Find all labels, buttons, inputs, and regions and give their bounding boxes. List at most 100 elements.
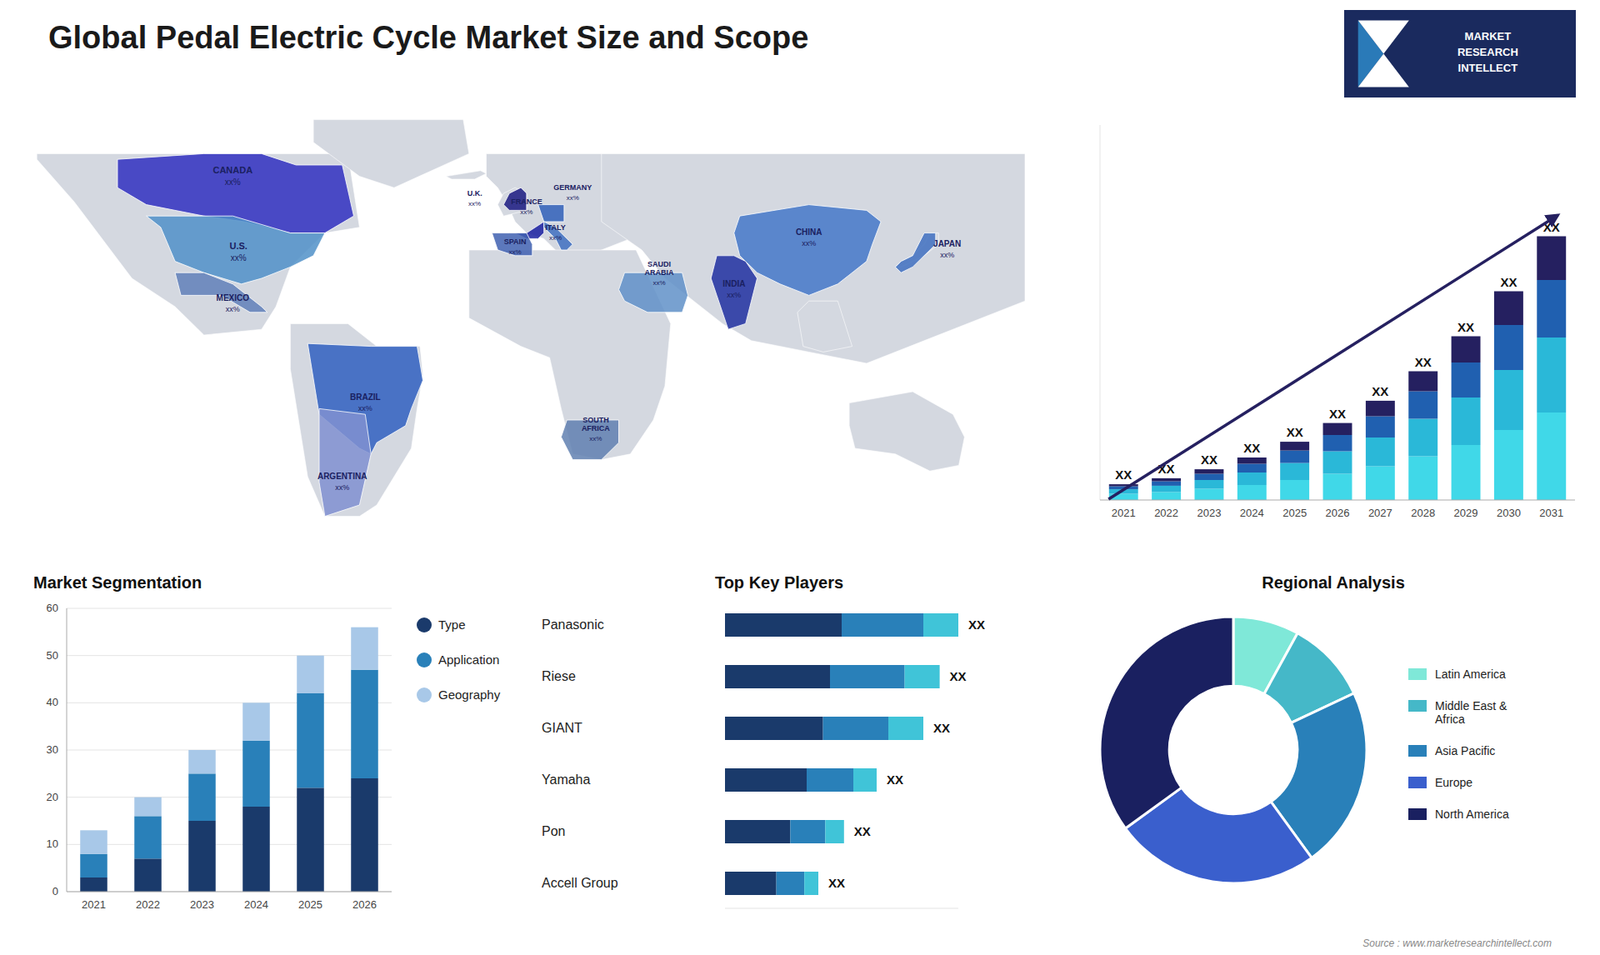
bar-segment: [841, 613, 924, 637]
bar-segment: [1237, 472, 1267, 485]
bar-segment: [1536, 337, 1566, 413]
bar-segment: [823, 716, 889, 740]
bar-segment: [296, 787, 325, 892]
bar-segment: [725, 871, 777, 895]
player-label: Accell Group: [541, 875, 619, 890]
country-label: ARGENTINA: [317, 471, 367, 481]
y-axis-line: [1100, 125, 1101, 500]
bar-total-label: XX: [968, 617, 985, 632]
country-label: INDIA: [722, 279, 745, 289]
grid-line: [66, 750, 392, 751]
legend-swatch: [1408, 700, 1427, 712]
logo-mark: [1358, 54, 1410, 88]
bar-segment: [1323, 474, 1353, 501]
legend-swatch: [1408, 745, 1427, 757]
x-tick-label: 2022: [135, 898, 160, 911]
grid-line: [66, 844, 392, 845]
bar-segment: [725, 716, 824, 740]
bars: [80, 627, 379, 892]
x-tick-label: 2030: [1496, 506, 1521, 520]
country-label: MEXICO: [216, 293, 250, 303]
x-tick-label: 2024: [244, 898, 269, 911]
bar-segment: [725, 665, 830, 689]
bar-segment: [1451, 362, 1481, 398]
bar-segment: [1194, 489, 1224, 501]
bar-segment: [1494, 430, 1524, 500]
country-label: U.K.: [467, 189, 483, 198]
bar-segment: [188, 820, 216, 892]
x-tick-label: 2028: [1410, 506, 1435, 520]
legend-label: Asia Pacific: [1435, 744, 1495, 758]
bar-segment: [1408, 371, 1438, 392]
chart-title: Regional Analysis: [1261, 573, 1405, 592]
country-label: BRAZIL: [350, 392, 381, 402]
player-label: GIANT: [541, 720, 583, 735]
country-shape: [175, 272, 268, 313]
country-label: U.S.: [229, 240, 247, 251]
bars: [1109, 236, 1566, 501]
bar-segment: [1408, 419, 1438, 457]
y-tick-label: 30: [46, 743, 59, 756]
donut-slice: [1100, 616, 1234, 829]
bar-segment: [134, 815, 162, 859]
bar-segment: [242, 806, 270, 892]
country-shape: [538, 205, 565, 222]
bar-total-label: XX: [1500, 275, 1517, 290]
continent: [849, 391, 965, 471]
bar-segment: [806, 768, 854, 792]
legend-swatch: [1408, 668, 1427, 680]
bar-total-label: XX: [854, 824, 871, 839]
country-label: FRANCE: [510, 197, 543, 206]
x-tick-label: 2025: [1282, 506, 1307, 520]
country-value: xx%: [726, 290, 741, 300]
legend-label: Middle East &Africa: [1435, 699, 1508, 726]
bar-segment: [923, 613, 959, 637]
bar-total-label: XX: [950, 669, 967, 684]
continent: [36, 153, 360, 335]
y-tick-label: 50: [46, 649, 59, 662]
bar-segment: [1237, 457, 1267, 465]
bar-segment: [350, 627, 379, 670]
bar-segment: [1365, 400, 1395, 417]
continent: [601, 153, 1025, 364]
country-value: xx%: [358, 404, 373, 413]
bar-segment: [1194, 480, 1224, 490]
x-tick-label: 2021: [1111, 506, 1136, 520]
bar-total-label: XX: [828, 875, 845, 890]
bar-segment: [242, 702, 270, 740]
continent: [290, 323, 423, 516]
bar-segment: [725, 613, 842, 637]
legend-marker: [416, 687, 432, 703]
x-tick-label: 2023: [190, 898, 215, 911]
country-shape: [491, 233, 532, 256]
bar-segment: [1494, 325, 1524, 370]
regional-donut: Regional Analysis Latin America Middle Eas…: [1100, 573, 1510, 884]
logo: MARKETRESEARCHINTELLECT: [1344, 10, 1576, 98]
bar-segment: [1151, 491, 1181, 500]
bar-segment: [80, 854, 108, 878]
bar-total-label: XX: [1329, 406, 1346, 421]
country-shape: [319, 408, 371, 516]
x-tick-label: 2027: [1368, 506, 1393, 520]
country-label: SOUTHAFRICA: [581, 415, 610, 433]
bar-segment: [1408, 456, 1438, 501]
country-shape: [710, 255, 757, 330]
player-label: Panasonic: [541, 617, 605, 632]
bar-total-label: XX: [1286, 425, 1304, 440]
bar-total-label: XX: [1115, 467, 1132, 482]
player-label: Pon: [541, 824, 565, 839]
continent: [445, 170, 486, 180]
bar-segment: [188, 773, 216, 821]
legend-swatch: [1408, 776, 1427, 789]
country-value: xx%: [468, 200, 481, 208]
bars: [725, 613, 959, 895]
world-map: CANADAxx%U.S.xx%MEXICOxx%BRAZILxx%ARGENT…: [36, 120, 1025, 517]
player-label: Yamaha: [541, 772, 591, 787]
bar-segment: [1280, 480, 1310, 500]
bar-segment: [776, 871, 805, 895]
bar-segment: [350, 778, 379, 892]
legend-label: Latin America: [1435, 667, 1506, 681]
bar-segment: [1237, 485, 1267, 500]
bar-segment: [1194, 474, 1224, 481]
country-value: xx%: [940, 250, 955, 260]
